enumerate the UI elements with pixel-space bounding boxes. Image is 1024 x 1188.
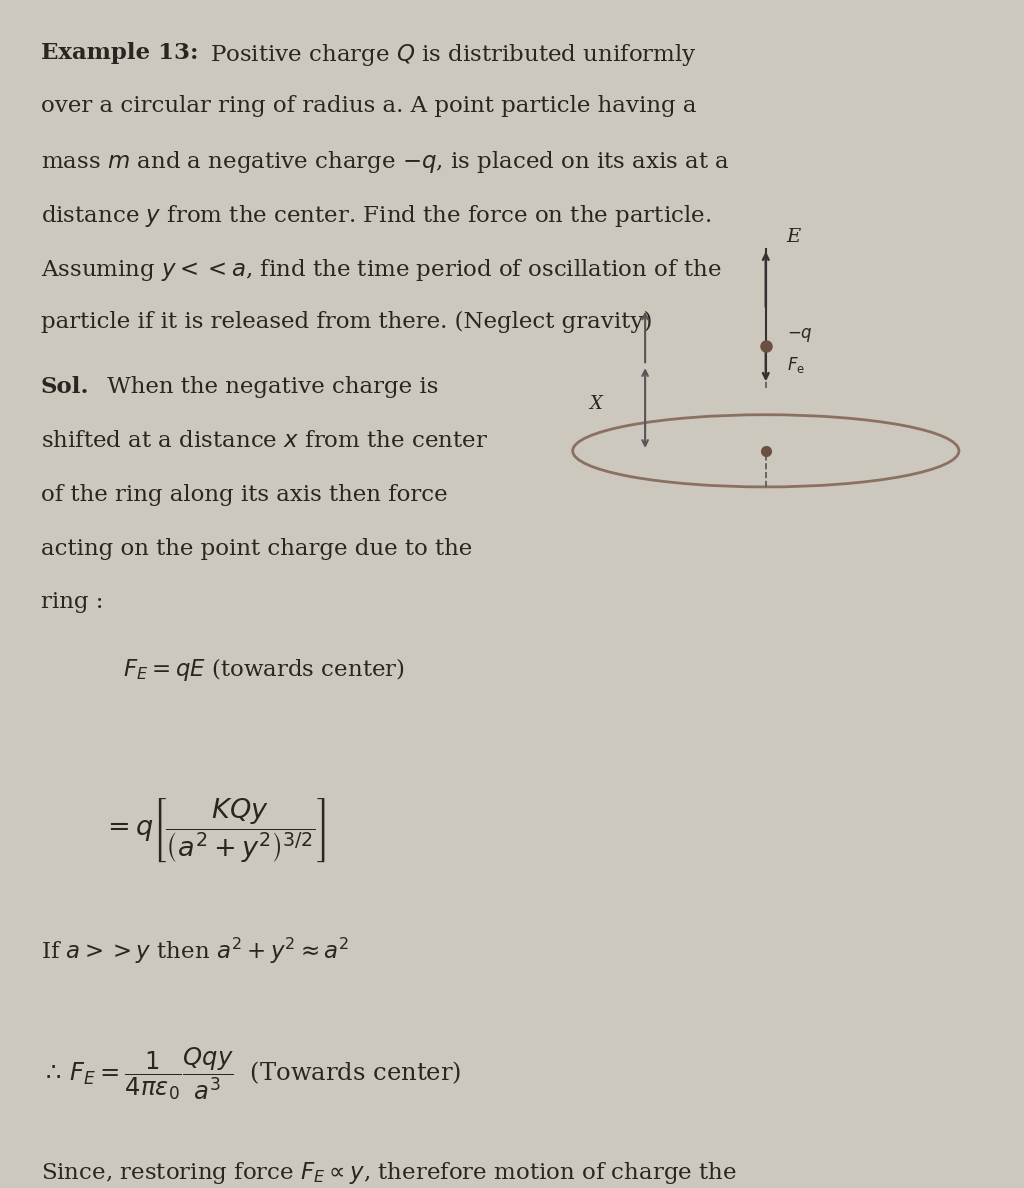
- Text: Assuming $y << a$, find the time period of oscillation of the: Assuming $y << a$, find the time period …: [41, 257, 722, 283]
- Text: distance $y$ from the center. Find the force on the particle.: distance $y$ from the center. Find the f…: [41, 203, 712, 229]
- Text: $F_E = qE$ (towards center): $F_E = qE$ (towards center): [123, 656, 404, 683]
- Text: $-q$: $-q$: [786, 327, 813, 345]
- Text: of the ring along its axis then force: of the ring along its axis then force: [41, 484, 447, 506]
- Text: $F_{\rm e}$: $F_{\rm e}$: [786, 355, 805, 375]
- Text: If $a>>y$ then $a^2 + y^2 \approx a^2$: If $a>>y$ then $a^2 + y^2 \approx a^2$: [41, 936, 349, 966]
- Text: Sol.: Sol.: [41, 375, 89, 398]
- Text: $= q\left[\dfrac{KQy}{\left(a^2 + y^2\right)^{3/2}}\right]$: $= q\left[\dfrac{KQy}{\left(a^2 + y^2\ri…: [102, 796, 327, 865]
- Text: Example 13:: Example 13:: [41, 42, 199, 64]
- Text: acting on the point charge due to the: acting on the point charge due to the: [41, 537, 472, 560]
- Text: Positive charge $Q$ is distributed uniformly: Positive charge $Q$ is distributed unifo…: [210, 42, 696, 68]
- Text: X: X: [589, 396, 602, 413]
- Text: ring :: ring :: [41, 592, 103, 613]
- Text: E: E: [786, 228, 801, 246]
- Text: When the negative charge is: When the negative charge is: [100, 375, 438, 398]
- Text: mass $m$ and a negative charge $-q$, is placed on its axis at a: mass $m$ and a negative charge $-q$, is …: [41, 150, 730, 176]
- Text: particle if it is released from there. (Neglect gravity): particle if it is released from there. (…: [41, 311, 652, 333]
- Text: over a circular ring of radius a. A point particle having a: over a circular ring of radius a. A poin…: [41, 95, 696, 118]
- Text: $\therefore\, F_E = \dfrac{1}{4\pi\varepsilon_0}\dfrac{Qqy}{a^3}$  (Towards cent: $\therefore\, F_E = \dfrac{1}{4\pi\varep…: [41, 1045, 462, 1102]
- Text: Since, restoring force $F_E \propto y$, therefore motion of charge the: Since, restoring force $F_E \propto y$, …: [41, 1161, 736, 1187]
- Text: shifted at a distance $x$ from the center: shifted at a distance $x$ from the cente…: [41, 430, 488, 451]
